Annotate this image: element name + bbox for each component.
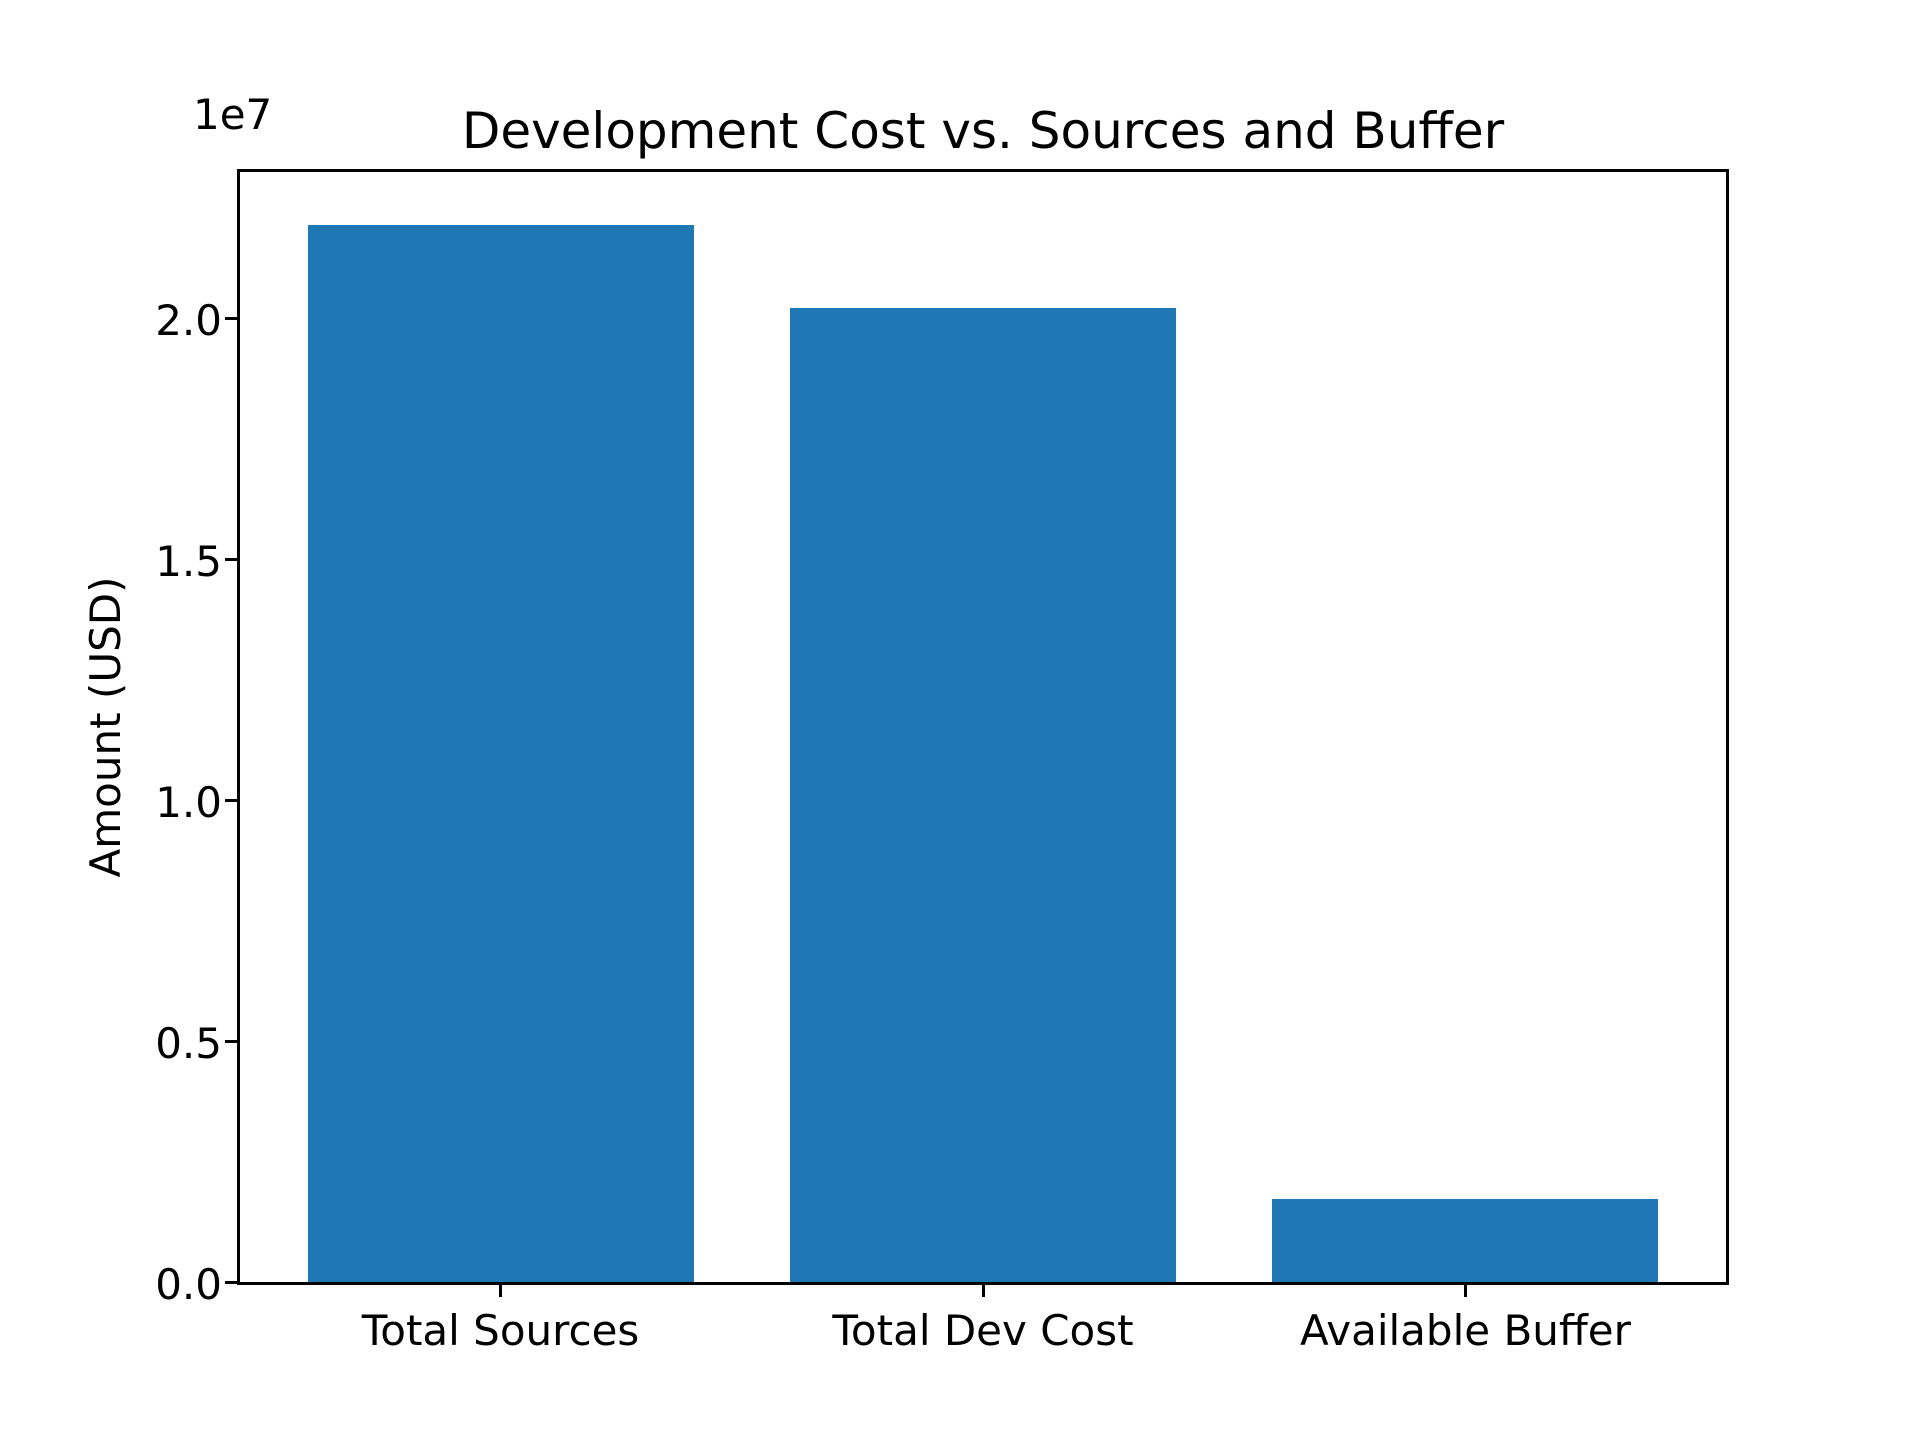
x-tick-label: Total Sources bbox=[361, 1306, 640, 1355]
x-tick-mark bbox=[981, 1285, 985, 1297]
y-tick-label: 0.0 bbox=[155, 1260, 222, 1309]
chart-title: Development Cost vs. Sources and Buffer bbox=[461, 102, 1505, 160]
y-tick-label: 1.5 bbox=[155, 537, 222, 587]
x-tick-label: Total Dev Cost bbox=[832, 1306, 1134, 1355]
y-tick-mark bbox=[225, 1280, 237, 1284]
y-tick-label: 2.0 bbox=[155, 296, 222, 346]
bar-total-dev-cost bbox=[790, 307, 1176, 1282]
y-tick-mark bbox=[225, 557, 237, 561]
y-tick-label: 1.0 bbox=[155, 778, 222, 828]
y-tick-mark bbox=[225, 1039, 237, 1043]
bar-total-sources bbox=[307, 225, 694, 1282]
y-tick-label: 0.5 bbox=[155, 1019, 222, 1068]
x-tick-mark bbox=[1463, 1285, 1467, 1297]
y-tick-mark bbox=[225, 316, 237, 320]
plot-area bbox=[225, 169, 1729, 1297]
y-axis-label: Amount (USD) bbox=[81, 576, 130, 878]
y-axis-offset-label: 1e7 bbox=[193, 90, 273, 139]
x-tick-mark bbox=[499, 1285, 503, 1297]
y-tick-mark bbox=[225, 798, 237, 802]
x-tick-label: Available Buffer bbox=[1299, 1306, 1631, 1355]
bar-available-buffer bbox=[1272, 1199, 1659, 1282]
